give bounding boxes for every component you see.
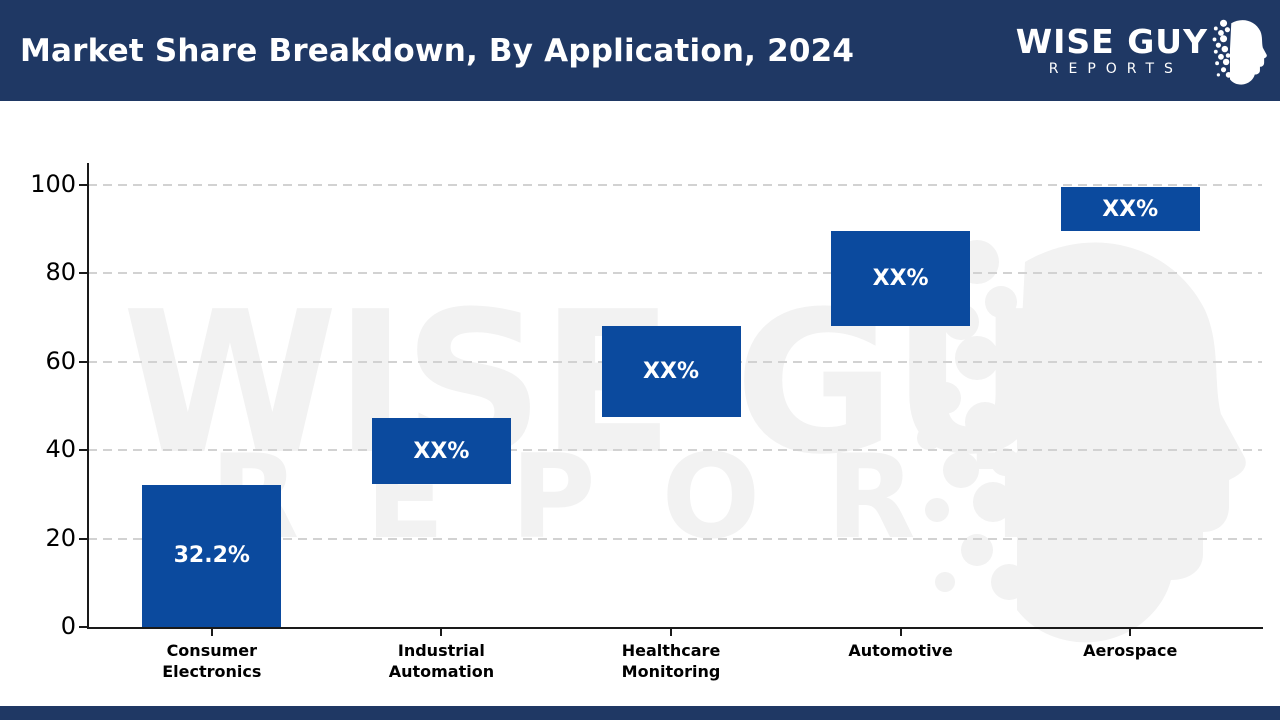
y-tick-label-20: 20 xyxy=(45,523,76,552)
wiseguy-logo: WISE GUY REPORTS xyxy=(1016,8,1268,94)
category-label-line: Electronics xyxy=(162,662,262,681)
category-label-line: Consumer xyxy=(166,641,258,660)
footer-bar xyxy=(0,706,1280,720)
x-tick-mark-aerospace xyxy=(1129,629,1132,636)
category-label-line: Industrial xyxy=(397,641,485,660)
category-label-line: Healthcare xyxy=(621,641,721,660)
y-tick-label-40: 40 xyxy=(45,435,76,464)
category-label-line: Monitoring xyxy=(621,662,721,681)
logo-wordmark: WISE GUY xyxy=(1015,22,1208,62)
chart-title: Market Share Breakdown, By Application, … xyxy=(20,32,855,69)
gridline-40 xyxy=(88,449,1262,452)
category-label-line: Automation xyxy=(388,662,495,681)
bar-label-aerospace: XX% xyxy=(1102,196,1159,222)
category-label-consumer-electronics: Consumer Electronics xyxy=(102,640,322,682)
gridline-100 xyxy=(88,184,1262,186)
bar-industrial-automation: XX% xyxy=(371,417,511,485)
bar-automotive: XX% xyxy=(831,231,971,326)
category-label-line: Automotive xyxy=(848,641,953,660)
y-tick-label-80: 80 xyxy=(45,258,76,287)
category-label-line: Aerospace xyxy=(1083,641,1178,660)
x-tick-mark-consumer-electronics xyxy=(210,629,213,636)
category-label-automotive: Automotive xyxy=(791,640,1011,661)
bar-consumer-electronics: 32.2% xyxy=(142,484,282,627)
category-label-aerospace: Aerospace xyxy=(1020,640,1240,661)
bar-label-automotive: XX% xyxy=(872,265,929,291)
header-bar: Market Share Breakdown, By Application, … xyxy=(0,0,1280,101)
y-tick-label-0: 0 xyxy=(60,612,76,640)
bar-healthcare-monitoring: XX% xyxy=(601,325,741,417)
logo-text: WISE GUY REPORTS xyxy=(1016,25,1208,77)
y-tick-label-100: 100 xyxy=(30,170,76,198)
bar-label-consumer-electronics: 32.2% xyxy=(173,543,250,569)
y-tick-mark-80 xyxy=(79,272,87,275)
gridline-20 xyxy=(88,537,1262,540)
bar-aerospace: XX% xyxy=(1060,186,1200,232)
x-tick-mark-healthcare-monitoring xyxy=(670,629,672,636)
y-tick-label-60: 60 xyxy=(45,346,76,375)
category-label-healthcare-monitoring: Healthcare Monitoring xyxy=(561,640,781,682)
bar-label-industrial-automation: XX% xyxy=(413,438,470,464)
logo-face-icon xyxy=(1212,19,1267,85)
x-tick-mark-industrial-automation xyxy=(440,629,443,636)
logo-subtext: REPORTS xyxy=(1048,60,1183,77)
category-label-industrial-automation: Industrial Automation xyxy=(331,640,551,682)
gridline-80 xyxy=(88,272,1262,275)
y-tick-mark-60 xyxy=(79,360,87,363)
y-tick-mark-40 xyxy=(79,449,87,452)
x-axis-line xyxy=(87,627,1263,629)
x-tick-mark-automotive xyxy=(899,629,902,636)
y-tick-mark-20 xyxy=(79,537,87,540)
bar-label-healthcare-monitoring: XX% xyxy=(643,358,699,384)
y-tick-mark-0 xyxy=(79,626,87,628)
y-axis-line xyxy=(87,163,89,629)
y-tick-mark-100 xyxy=(79,184,87,186)
